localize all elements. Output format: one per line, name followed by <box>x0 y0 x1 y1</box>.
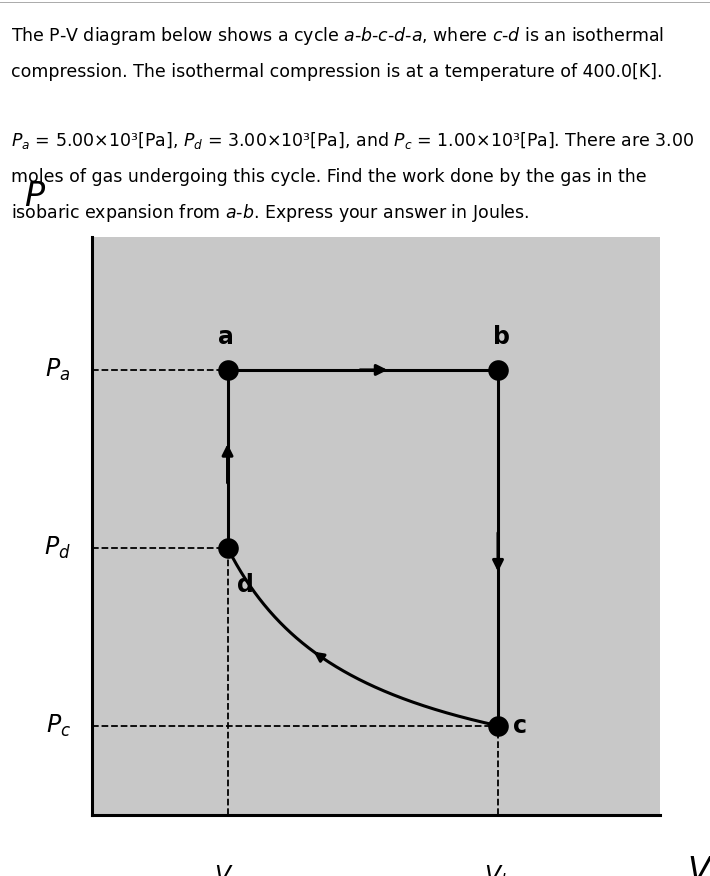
Text: $P$: $P$ <box>24 180 47 214</box>
Text: $V_b$: $V_b$ <box>484 864 512 876</box>
Text: $V$: $V$ <box>687 855 710 876</box>
Text: $P_d$: $P_d$ <box>44 534 71 561</box>
Text: $V_a$: $V_a$ <box>214 864 241 876</box>
Point <box>222 540 233 555</box>
Text: $P_c$: $P_c$ <box>45 713 71 738</box>
Text: $\mathbf{c}$: $\mathbf{c}$ <box>511 714 526 738</box>
Text: $P_a$: $P_a$ <box>45 357 71 383</box>
Point <box>492 363 503 377</box>
Text: $\mathbf{b}$: $\mathbf{b}$ <box>492 326 510 350</box>
Text: compression. The isothermal compression is at a temperature of 400.0[K].: compression. The isothermal compression … <box>11 63 662 81</box>
Text: $P_a$ = 5.00×10³[Pa], $P_d$ = 3.00×10³[Pa], and $P_c$ = 1.00×10³[Pa]. There are : $P_a$ = 5.00×10³[Pa], $P_d$ = 3.00×10³[P… <box>11 131 694 152</box>
Text: moles of gas undergoing this cycle. Find the work done by the gas in the: moles of gas undergoing this cycle. Find… <box>11 168 646 187</box>
Text: The P-V diagram below shows a cycle $a$-$b$-$c$-$d$-$a$, where $c$-$d$ is an iso: The P-V diagram below shows a cycle $a$-… <box>11 25 664 47</box>
Point <box>492 718 503 732</box>
Text: $\mathbf{a}$: $\mathbf{a}$ <box>217 326 233 350</box>
Text: isobaric expansion from $a$-$b$. Express your answer in Joules.: isobaric expansion from $a$-$b$. Express… <box>11 201 529 224</box>
Point <box>222 363 233 377</box>
Text: $\mathbf{d}$: $\mathbf{d}$ <box>236 573 253 597</box>
